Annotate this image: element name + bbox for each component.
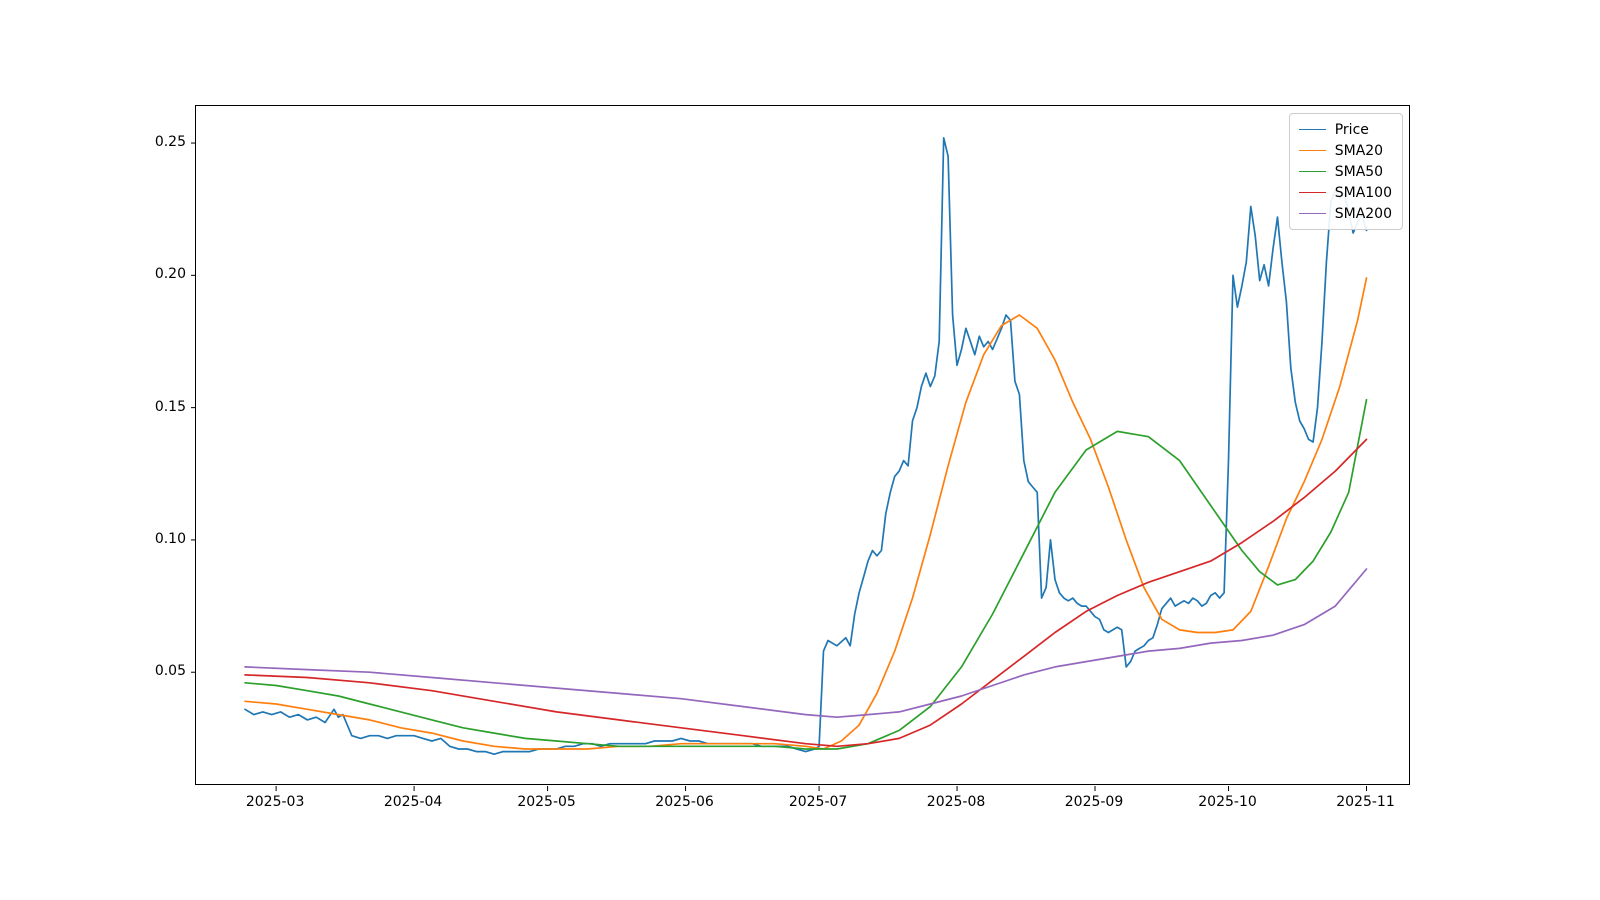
series-line-sma200 [244,568,1368,719]
legend-item-sma200: SMA200 [1298,203,1392,224]
series-line-price [244,136,1368,756]
x-tick-label: 2025-08 [926,794,986,810]
x-tick-label: 2025-07 [788,794,848,810]
x-tick-label: 2025-11 [1336,794,1395,810]
x-tick-label: 2025-03 [245,794,305,810]
legend-line-swatch [1298,213,1326,214]
y-tick-label: 0.10 [154,530,186,547]
legend-line-swatch [1298,150,1326,151]
legend: Price SMA20 SMA50 SMA100 SMA200 [1288,113,1403,230]
legend-item-sma100: SMA100 [1298,182,1392,203]
legend-item-sma20: SMA20 [1298,140,1392,161]
x-tick-label: 2025-09 [1064,794,1124,810]
legend-label: SMA200 [1334,205,1392,222]
series-line-sma100 [244,438,1368,748]
legend-label: SMA50 [1334,163,1384,180]
y-tick-label: 0.25 [154,134,186,151]
y-tick-label: 0.20 [154,266,186,283]
plot-area: Price SMA20 SMA50 SMA100 SMA200 [191,105,1410,791]
series-line-sma20 [244,277,1368,750]
y-tick-label: 0.15 [154,398,186,415]
chart-canvas [191,136,1368,791]
x-tick-label: 2025-10 [1198,794,1257,810]
series-line-sma50 [244,398,1368,750]
legend-label: Price [1334,121,1369,138]
legend-label: SMA100 [1334,184,1392,201]
legend-item-price: Price [1298,119,1392,140]
x-tick-label: 2025-05 [517,794,576,810]
x-tick-label: 2025-04 [383,794,443,810]
legend-line-swatch [1298,192,1326,193]
x-tick-label: 2025-06 [655,794,714,810]
legend-item-sma50: SMA50 [1298,161,1392,182]
legend-line-swatch [1298,129,1326,130]
legend-line-swatch [1298,171,1326,172]
y-tick-label: 0.05 [154,663,186,680]
legend-label: SMA20 [1334,142,1384,159]
